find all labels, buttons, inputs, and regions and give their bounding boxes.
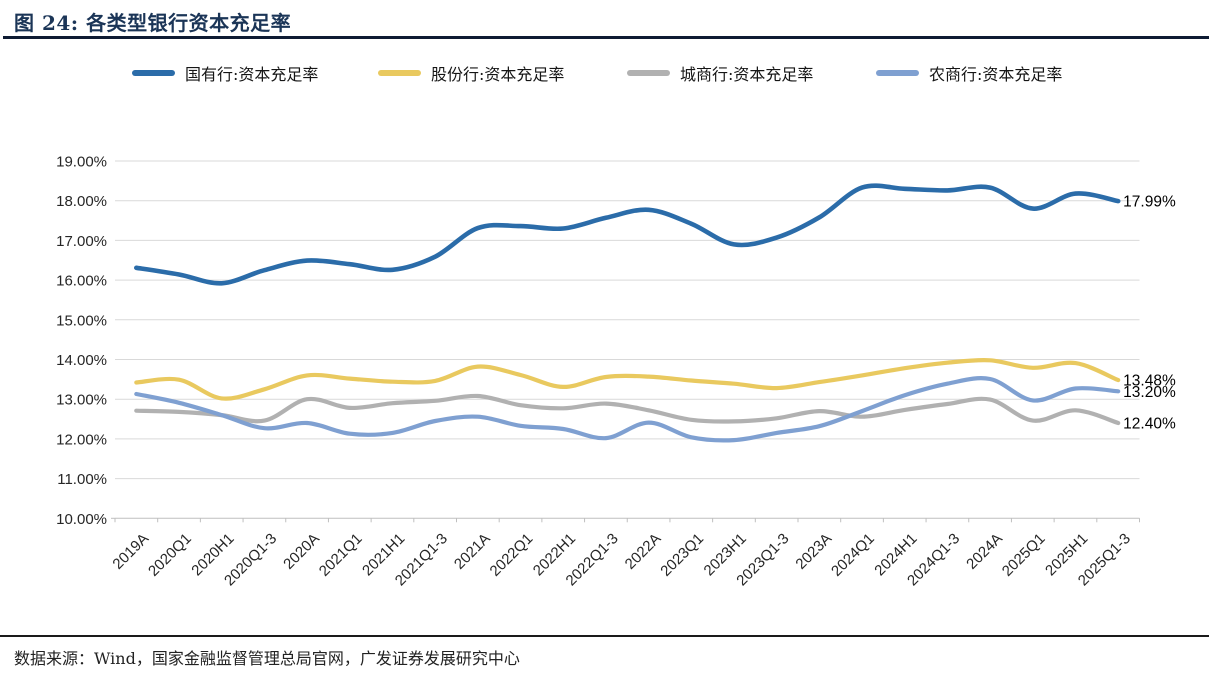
x-tick-label: 2025Q1 [999,530,1049,580]
series-line [134,393,1121,426]
series-end-label: 13.48% [1123,373,1176,390]
legend-label: 农商行:资本充足率 [929,65,1063,84]
y-tick-label: 18.00% [56,193,107,210]
series-line [134,183,1121,286]
y-tick-label: 11.00% [57,471,107,488]
legend-item-guoyouhang: 国有行:资本充足率 [132,61,318,85]
series-line [134,376,1121,443]
legend-item-nongshanghang: 农商行:资本充足率 [876,61,1062,85]
y-tick-label: 10.00% [56,511,107,528]
legend-swatch-chengshanghang [627,70,670,76]
y-tick-label: 14.00% [56,352,107,369]
y-tick-label: 15.00% [56,312,107,329]
series-line [134,357,1121,401]
x-tick-label: 2021Q1 [316,530,366,580]
y-tick-label: 19.00% [56,154,107,171]
figure-title: 图 24: 各类型银行资本充足率 [14,11,292,35]
data-source: 数据来源：Wind，国家金融监督管理总局官网，广发证券发展研究中心 [14,649,520,668]
x-tick-label: 2020Q1 [145,530,195,580]
y-tick-label: 16.00% [56,273,107,290]
title-divider [3,36,1209,39]
legend-item-gufenhang: 股份行:资本充足率 [378,61,564,85]
legend-label: 城商行:资本充足率 [680,65,814,84]
footer-divider [0,635,1209,637]
x-tick-label: 2022Q1 [487,530,537,580]
y-tick-label: 17.00% [56,233,107,250]
x-tick-label: 2023Q1 [657,530,707,580]
legend-label: 股份行:资本充足率 [431,65,565,84]
x-tick-label: 2024Q1 [828,530,878,580]
series-end-label: 12.40% [1123,416,1176,433]
legend-swatch-guoyouhang [132,70,175,76]
legend-item-chengshanghang: 城商行:资本充足率 [627,61,813,85]
y-tick-label: 12.00% [56,431,107,448]
legend-swatch-nongshanghang [876,70,919,76]
series-end-label: 17.99% [1123,194,1176,211]
series-end-label: 13.20% [1123,384,1176,401]
chart-legend: 国有行:资本充足率 股份行:资本充足率 城商行:资本充足率 农商行:资本充足率 [0,61,1209,85]
legend-label: 国有行:资本充足率 [185,65,319,84]
legend-swatch-gufenhang [378,70,421,76]
y-tick-label: 13.00% [56,392,107,409]
